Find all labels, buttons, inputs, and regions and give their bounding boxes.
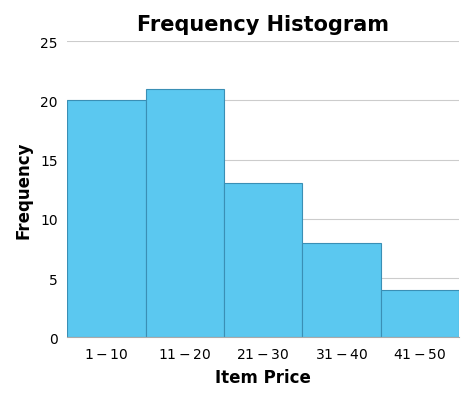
- Bar: [224, 184, 302, 338]
- Y-axis label: Frequency: Frequency: [15, 141, 33, 238]
- Bar: [381, 290, 459, 338]
- X-axis label: Item Price: Item Price: [215, 368, 311, 386]
- Bar: [67, 101, 146, 338]
- Bar: [146, 89, 224, 338]
- Bar: [302, 243, 381, 338]
- Title: Frequency Histogram: Frequency Histogram: [137, 15, 389, 35]
